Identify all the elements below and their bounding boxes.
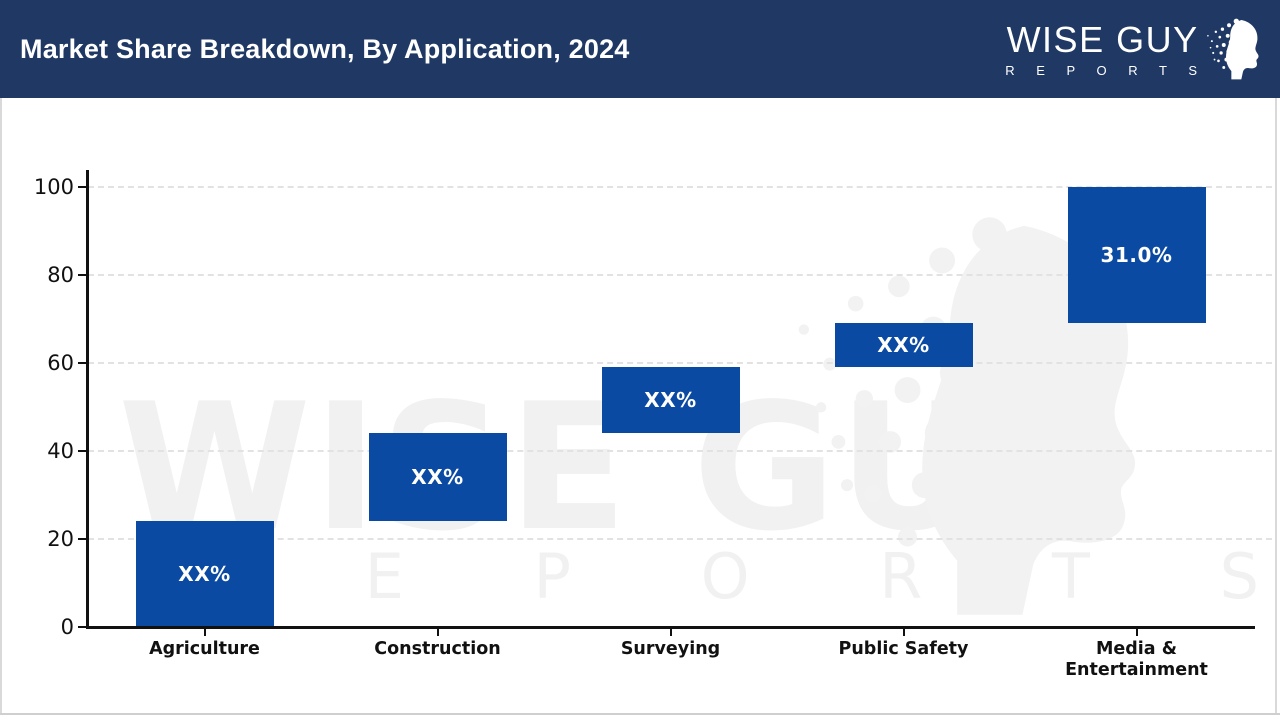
bar-surveying: XX% [601, 367, 740, 434]
y-axis-tick [78, 538, 87, 540]
gridline [88, 450, 1272, 452]
watermark-text-line2: R E P O R T S [192, 540, 1280, 613]
logo-wordmark-line2: R E P O R T S [1005, 62, 1206, 78]
bar-construction: XX% [368, 433, 507, 522]
y-axis-tick [78, 626, 87, 628]
right-edge-border [1275, 98, 1277, 713]
x-axis-line [86, 626, 1255, 629]
x-category-label: Construction [374, 639, 501, 659]
y-axis-tick [78, 274, 87, 276]
gridline [88, 274, 1272, 276]
gridline [88, 362, 1272, 364]
y-tick-label: 40 [47, 439, 74, 463]
x-category-label: Surveying [620, 639, 721, 659]
x-axis-tick [902, 629, 905, 636]
y-axis-tick [78, 362, 87, 364]
logo-face-dots-icon [1207, 18, 1259, 80]
y-tick-label: 20 [47, 527, 74, 551]
bar-public-safety: XX% [834, 323, 973, 368]
wise-guy-reports-logo: WISE GUY R E P O R T S [999, 8, 1266, 90]
x-axis-tick [1135, 629, 1138, 636]
bar-media-entertainment: 31.0% [1067, 187, 1206, 324]
y-tick-label: 80 [47, 263, 74, 287]
bar-agriculture: XX% [135, 521, 274, 627]
y-tick-label: 0 [60, 615, 74, 639]
y-tick-label: 100 [33, 175, 74, 199]
page-title: Market Share Breakdown, By Application, … [20, 33, 630, 64]
logo-wordmark: WISE GUY R E P O R T S [999, 18, 1206, 78]
bar-value-label: XX% [411, 465, 464, 490]
bar-value-label: XX% [877, 333, 930, 358]
y-tick-label: 60 [47, 351, 74, 375]
x-category-label: Media & Entertainment [1065, 639, 1208, 680]
gridline [88, 186, 1272, 188]
bar-value-label: XX% [644, 388, 697, 413]
bottom-border [0, 713, 1280, 715]
x-axis-tick [203, 629, 206, 636]
gridline [88, 538, 1272, 540]
header-bar: Market Share Breakdown, By Application, … [0, 0, 1280, 98]
logo-wordmark-line1: WISE GUY [1006, 18, 1199, 60]
x-axis-tick [436, 629, 439, 636]
y-axis-line [86, 170, 89, 629]
x-category-label: Public Safety [838, 639, 969, 659]
bar-value-label: 31.0% [1100, 243, 1173, 268]
bar-value-label: XX% [178, 562, 231, 587]
x-category-label: Agriculture [149, 639, 260, 659]
left-edge-border [0, 98, 2, 713]
y-axis-tick [78, 450, 87, 452]
y-axis-tick [78, 186, 87, 188]
x-axis-tick [669, 629, 672, 636]
